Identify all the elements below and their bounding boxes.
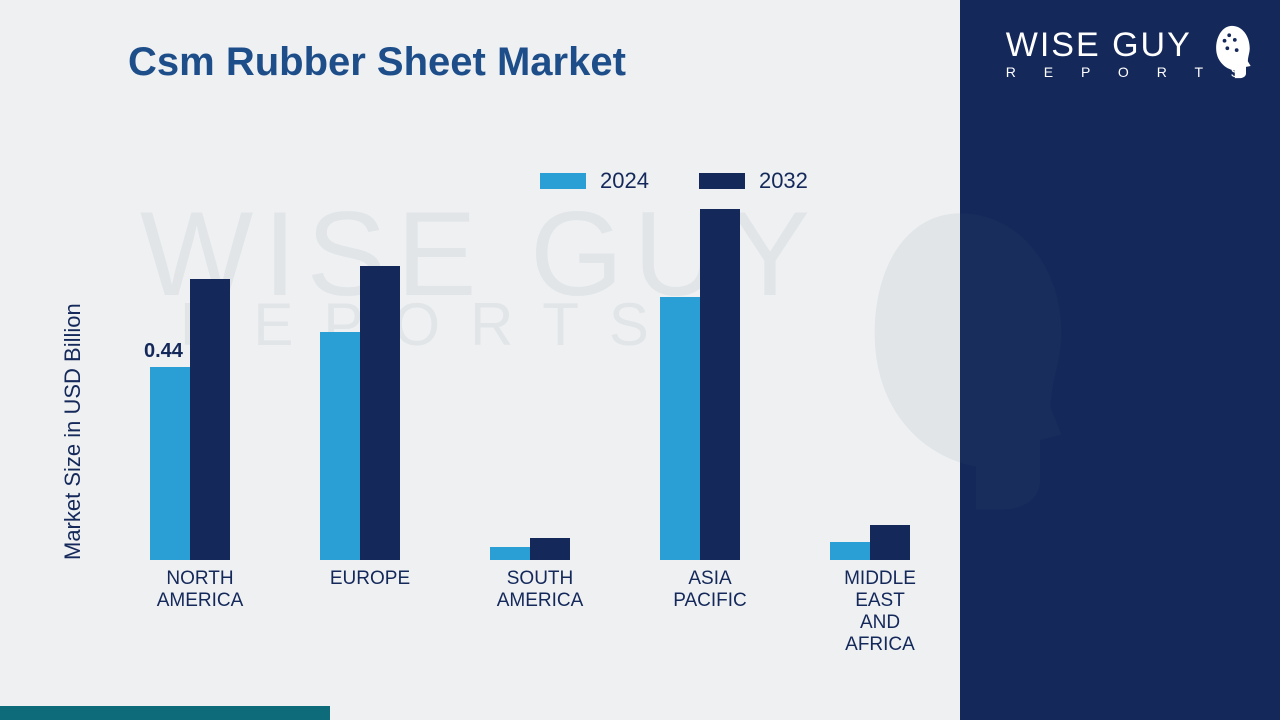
chart-canvas: WISE GUY REPORTS Csm Rubber Sheet Market… [0, 0, 1280, 720]
x-axis-label: SOUTH AMERICA [470, 568, 610, 612]
logo-head-icon [1208, 24, 1256, 80]
legend-label-2024: 2024 [600, 168, 649, 194]
legend-label-2032: 2032 [759, 168, 808, 194]
legend: 2024 2032 [540, 168, 808, 194]
brand-logo: WISE GUY R E P O R T S [1006, 28, 1252, 80]
chart-title: Csm Rubber Sheet Market [128, 40, 626, 85]
legend-swatch-2024 [540, 173, 586, 189]
plot-area: NORTH AMERICAEUROPESOUTH AMERICAASIA PAC… [130, 200, 930, 560]
x-axis-label: NORTH AMERICA [130, 568, 270, 612]
x-axis-label: ASIA PACIFIC [640, 568, 780, 612]
bar [320, 332, 360, 560]
bar [490, 547, 530, 560]
bar [360, 266, 400, 560]
bar [830, 542, 870, 560]
bar [190, 279, 230, 560]
legend-item-2024: 2024 [540, 168, 649, 194]
x-axis-label: MIDDLE EAST AND AFRICA [810, 568, 950, 655]
y-axis-label: Market Size in USD Billion [60, 303, 86, 560]
bar [700, 209, 740, 560]
bottom-accent-strip [0, 706, 330, 720]
bar-value-label: 0.44 [144, 340, 183, 363]
x-axis-label: EUROPE [300, 568, 440, 590]
bar [870, 525, 910, 560]
bar [660, 297, 700, 560]
legend-swatch-2032 [699, 173, 745, 189]
legend-item-2032: 2032 [699, 168, 808, 194]
right-accent-band [960, 0, 1280, 720]
bar [150, 367, 190, 560]
bar [530, 538, 570, 560]
